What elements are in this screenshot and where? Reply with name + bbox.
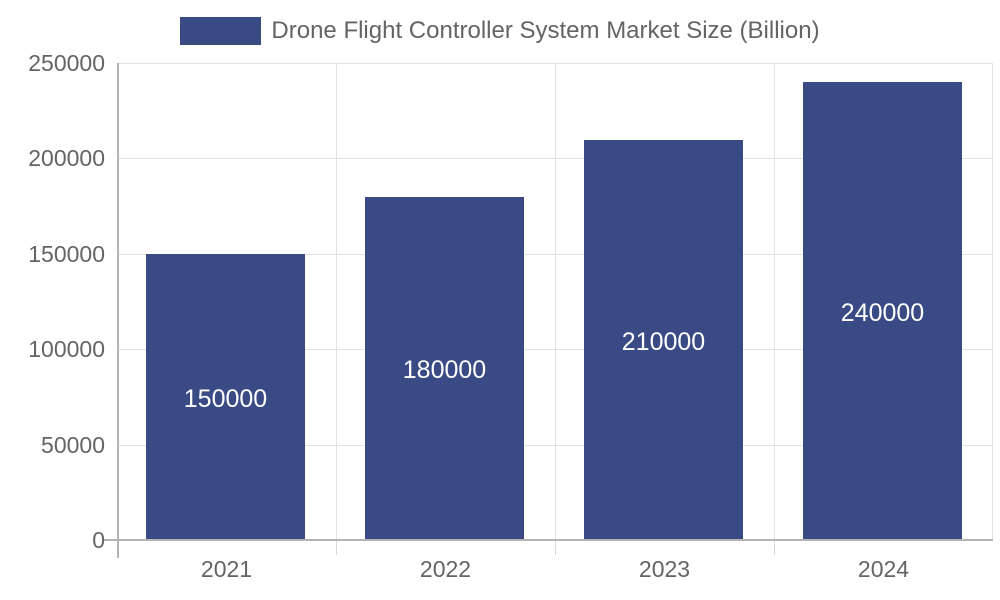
chart-legend: Drone Flight Controller System Market Si…: [0, 0, 1000, 62]
gridline-category-2022-2023: [555, 63, 556, 540]
xtick-mark-1: [336, 541, 337, 555]
xtick-label-2023: 2023: [638, 556, 691, 582]
plot-area: 150000 180000 210000 240000: [117, 63, 993, 555]
bar-value-2022: 180000: [402, 356, 487, 384]
ytick-label-100000: 100000: [28, 336, 105, 362]
bar-2024[interactable]: [803, 82, 962, 540]
bar-2022[interactable]: [365, 197, 524, 540]
xtick-label-2022: 2022: [419, 556, 472, 582]
ytick-label-50000: 50000: [41, 432, 105, 458]
xtick-mark-2: [555, 541, 556, 555]
xtick-label-2024: 2024: [857, 556, 910, 582]
bar-2021[interactable]: [146, 254, 305, 540]
bar-value-2021: 150000: [183, 385, 268, 413]
xtick-label-2021: 2021: [200, 556, 253, 582]
y-axis-line: [117, 63, 119, 558]
bar-value-2023: 210000: [621, 328, 706, 356]
gridline-category-2023-2024: [774, 63, 775, 540]
xtick-mark-3: [774, 541, 775, 555]
legend-swatch-market-size: [180, 17, 262, 45]
x-axis-line: [104, 539, 993, 541]
bar-2023[interactable]: [584, 140, 743, 540]
legend-item-market-size[interactable]: Drone Flight Controller System Market Si…: [180, 17, 820, 45]
bar-value-2024: 240000: [840, 299, 925, 327]
legend-label-market-size: Drone Flight Controller System Market Si…: [271, 17, 820, 44]
ytick-label-200000: 200000: [28, 145, 105, 171]
ytick-label-0: 0: [92, 527, 105, 553]
y-axis-labels: 250000 200000 150000 100000 50000 0: [0, 0, 105, 600]
gridline-category-2021-2022: [336, 63, 337, 540]
ytick-label-150000: 150000: [28, 241, 105, 267]
plot-right-border: [992, 63, 993, 540]
ytick-label-250000: 250000: [28, 50, 105, 76]
